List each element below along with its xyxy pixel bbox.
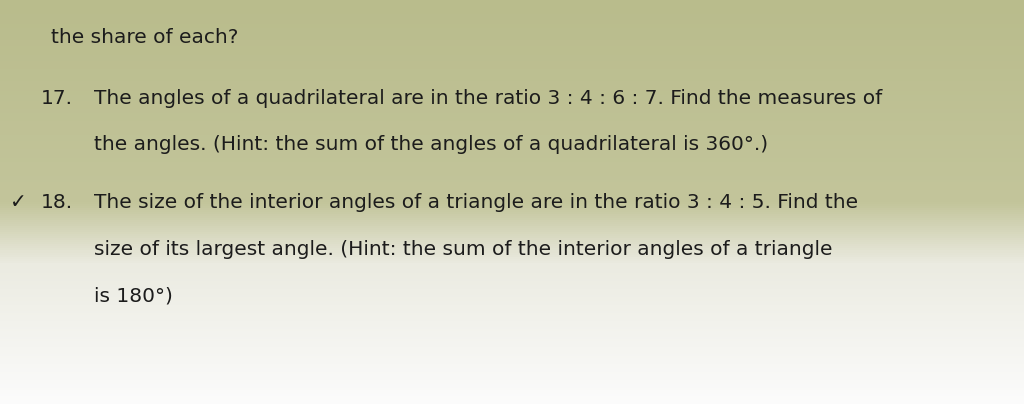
Text: 17.: 17. xyxy=(41,89,73,108)
Text: The size of the interior angles of a triangle are in the ratio 3 : 4 : 5. Find t: The size of the interior angles of a tri… xyxy=(94,193,858,212)
Text: the angles. (Hint: the sum of the angles of a quadrilateral is 360°.): the angles. (Hint: the sum of the angles… xyxy=(94,135,768,154)
Text: The angles of a quadrilateral are in the ratio 3 : 4 : 6 : 7. Find the measures : The angles of a quadrilateral are in the… xyxy=(94,89,883,108)
Text: the share of each?: the share of each? xyxy=(51,28,239,47)
Text: size of its largest angle. (Hint: the sum of the interior angles of a triangle: size of its largest angle. (Hint: the su… xyxy=(94,240,833,259)
Text: ✓: ✓ xyxy=(10,193,27,212)
Text: is 180°): is 180°) xyxy=(94,286,173,305)
Text: 18.: 18. xyxy=(41,193,73,212)
